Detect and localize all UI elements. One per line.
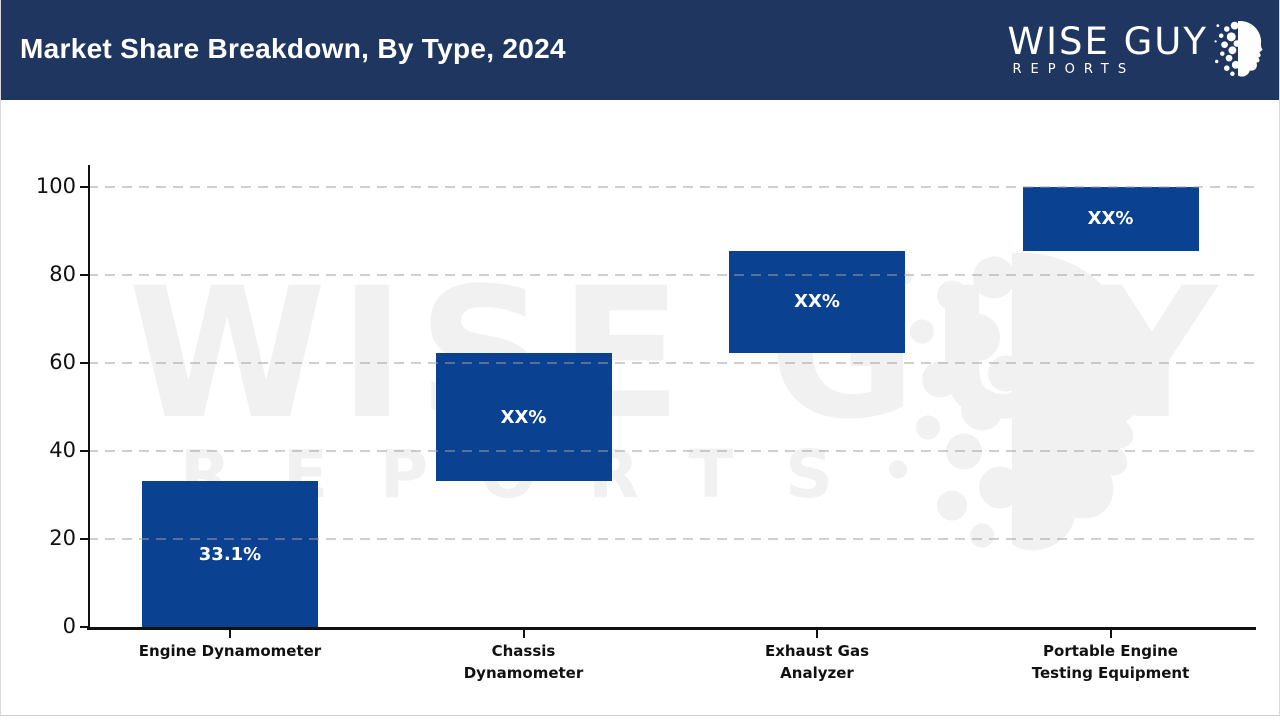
y-axis-line bbox=[88, 165, 90, 629]
bar-value-label: XX% bbox=[1087, 208, 1134, 230]
bar-value-label: XX% bbox=[500, 406, 547, 428]
x-category-label: Portable Engine Testing Equipment bbox=[1031, 642, 1190, 682]
bar-segment: 33.1% bbox=[142, 481, 318, 627]
gridline bbox=[88, 362, 1256, 364]
gridline bbox=[88, 186, 1256, 188]
logo-wordmark: WISE GUY bbox=[1007, 19, 1208, 63]
y-tick-mark bbox=[80, 626, 88, 628]
y-tick-label: 40 bbox=[49, 438, 76, 462]
gridline bbox=[88, 538, 1256, 540]
y-tick-label: 60 bbox=[49, 350, 76, 374]
bar-value-label: 33.1% bbox=[198, 543, 262, 565]
y-tick-mark bbox=[80, 538, 88, 540]
logo-subtext: REPORTS bbox=[1012, 62, 1136, 78]
bar-segment: XX% bbox=[729, 250, 905, 353]
y-tick-label: 0 bbox=[62, 614, 76, 638]
bar-segment: XX% bbox=[435, 352, 612, 482]
page-title: Market Share Breakdown, By Type, 2024 bbox=[20, 33, 566, 64]
y-tick-label: 20 bbox=[49, 526, 76, 550]
y-tick-label: 100 bbox=[35, 174, 76, 198]
x-category-label: Engine Dynamometer bbox=[138, 642, 322, 660]
gridline bbox=[88, 274, 1256, 276]
y-tick-mark bbox=[80, 450, 88, 452]
x-tick-mark bbox=[816, 630, 818, 638]
x-tick-mark bbox=[229, 630, 231, 638]
x-category-label: Exhaust Gas Analyzer bbox=[764, 642, 870, 682]
x-tick-mark bbox=[1109, 630, 1112, 638]
x-tick-mark bbox=[522, 630, 525, 638]
y-tick-mark bbox=[80, 362, 88, 364]
header-bar: Market Share Breakdown, By Type, 2024 WI… bbox=[0, 0, 1280, 100]
wise-guy-logo: WISE GUY REPORTS bbox=[1008, 8, 1266, 92]
bar-value-label: XX% bbox=[794, 291, 840, 313]
waterfall-chart: 33.1% XX% XX% XX% 0 20 40 60 80 100 Engine Dynamom… bbox=[0, 100, 1280, 720]
x-category-label: Chassis Dynamometer bbox=[463, 642, 584, 682]
y-tick-mark bbox=[80, 186, 88, 188]
gridline bbox=[88, 450, 1256, 452]
y-tick-label: 80 bbox=[49, 262, 76, 286]
bar-segment: XX% bbox=[1022, 187, 1199, 251]
y-tick-mark bbox=[80, 274, 88, 276]
logo-text: WISE GUY REPORTS bbox=[1007, 19, 1208, 78]
x-axis-line bbox=[87, 627, 1256, 630]
